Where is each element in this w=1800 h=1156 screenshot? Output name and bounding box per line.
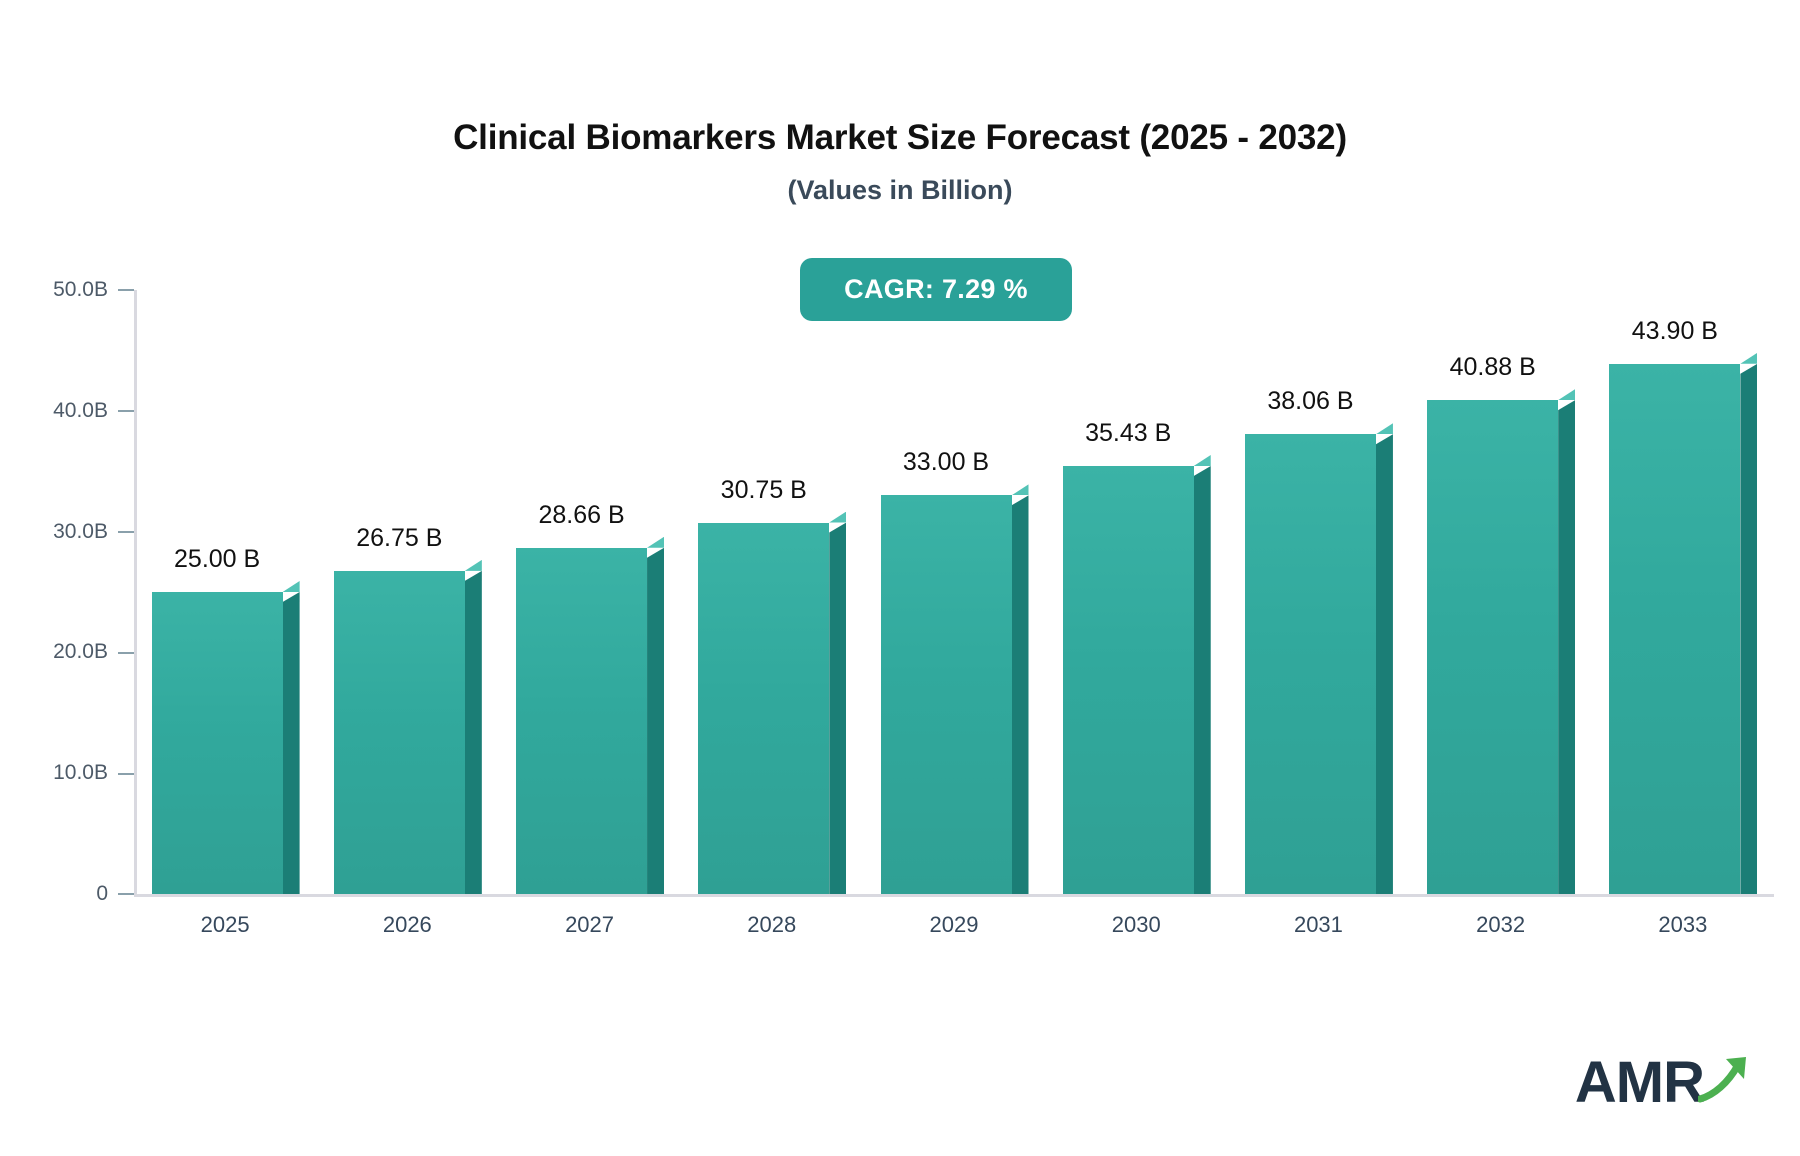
- bar-face: [1244, 434, 1376, 894]
- bar-top-highlight: [1193, 455, 1211, 467]
- page-title: Clinical Biomarkers Market Size Forecast…: [453, 118, 1347, 157]
- bar-value-label: 33.00 B: [902, 448, 990, 477]
- x-axis-tick-label: 2025: [200, 912, 250, 937]
- bar-top-highlight: [1011, 484, 1029, 496]
- bar-top-highlight: [1558, 389, 1576, 401]
- x-axis-tick-label: 2029: [929, 912, 979, 937]
- bar[interactable]: 28.66 B: [516, 501, 665, 894]
- y-axis-tick: 50.0B: [4, 278, 134, 302]
- bar[interactable]: 33.00 B: [880, 448, 1029, 894]
- x-axis-tick-label: 2032: [1476, 912, 1526, 937]
- x-axis-tick-label: 2030: [1111, 912, 1161, 937]
- x-axis-ticks: 2025 2026 2027 2028 2029 2030 2031 2032 2033: [134, 912, 1774, 952]
- y-axis-tick-dash: [118, 772, 134, 775]
- x-axis-tick-label: 2027: [565, 912, 615, 937]
- bar[interactable]: 30.75 B: [698, 476, 847, 894]
- bar[interactable]: 26.75 B: [333, 524, 482, 894]
- y-axis-tick-label: 30.0B: [53, 519, 108, 543]
- bar[interactable]: 40.88 B: [1427, 353, 1576, 894]
- y-axis-tick-label: 10.0B: [53, 761, 108, 785]
- bar-top-highlight: [1740, 352, 1758, 364]
- y-axis-tick: 0: [4, 882, 134, 906]
- y-axis-tick-label: 20.0B: [53, 640, 108, 664]
- bar-face: [1609, 363, 1741, 894]
- bar-value-label: 38.06 B: [1267, 387, 1354, 416]
- bar-side-shadow: [1375, 434, 1393, 894]
- x-axis-tick-label: 2028: [747, 912, 797, 937]
- plot-area: 50.0B 40.0B 30.0B 20.0B 10.0B 0 25.00 B 26.75 …: [53, 278, 1774, 905]
- y-axis-tick: 20.0B: [4, 640, 134, 664]
- bar-side-shadow: [282, 592, 300, 894]
- bar-side-shadow: [1740, 363, 1758, 894]
- amr-logo-text: AMR: [1574, 1050, 1705, 1115]
- y-axis-tick: 10.0B: [4, 761, 134, 785]
- x-axis-tick-label: 2033: [1658, 912, 1708, 937]
- bar-face: [880, 495, 1012, 894]
- bar-side-shadow: [1193, 466, 1211, 894]
- cagr-badge: CAGR: 7.29 %: [800, 258, 1072, 321]
- bar-face: [516, 547, 648, 894]
- bar-face: [1427, 400, 1559, 894]
- bar-side-shadow: [829, 522, 847, 894]
- bar-side-shadow: [1558, 400, 1576, 894]
- bar-side-shadow: [464, 570, 482, 894]
- bar-face: [698, 522, 830, 894]
- y-axis-tick-dash: [118, 893, 134, 896]
- x-axis-tick-label: 2031: [1293, 912, 1343, 937]
- bar[interactable]: 35.43 B: [1062, 419, 1211, 894]
- x-axis-line: [134, 894, 1774, 897]
- bar[interactable]: 38.06 B: [1244, 387, 1393, 894]
- y-axis-tick: 40.0B: [4, 399, 134, 423]
- amr-logo: AMR: [1575, 1054, 1756, 1112]
- y-axis-tick-dash: [118, 531, 134, 534]
- bar-value-label: 25.00 B: [174, 545, 261, 573]
- y-axis-line: [134, 290, 137, 894]
- bar-value-label: 35.43 B: [1085, 419, 1172, 448]
- bar-top-highlight: [647, 536, 665, 548]
- chart-subtitle: (Values in Billion): [787, 175, 1013, 205]
- bar-top-highlight: [1375, 423, 1393, 435]
- bar-value-label: 30.75 B: [720, 475, 807, 504]
- bar-side-shadow: [647, 547, 665, 894]
- bar[interactable]: 43.90 B: [1609, 317, 1758, 894]
- bar-top-highlight: [829, 511, 847, 523]
- y-axis-tick-dash: [118, 289, 134, 292]
- bar-top-highlight: [464, 559, 482, 571]
- bar-face: [333, 570, 465, 894]
- y-axis-tick-dash: [118, 651, 134, 654]
- bar-face: [151, 592, 283, 894]
- bar-value-label: 40.88 B: [1449, 353, 1536, 382]
- y-axis-tick-label: 50.0B: [53, 278, 108, 301]
- bar-series: 25.00 B 26.75 B 28.66 B 30.75 B 33.00 B 35.43…: [134, 290, 1774, 894]
- bar-value-label: 26.75 B: [356, 523, 443, 552]
- bar-value-label: 43.90 B: [1631, 316, 1718, 345]
- x-axis-tick-label: 2026: [382, 912, 432, 937]
- bar-value-label: 28.66 B: [538, 500, 625, 529]
- y-axis-tick-label: 40.0B: [53, 398, 108, 422]
- up-right-arrow-icon: [1696, 1055, 1756, 1108]
- bar-side-shadow: [1011, 495, 1029, 894]
- y-axis-tick-label: 0: [96, 882, 108, 905]
- y-axis-tick: 30.0B: [4, 520, 134, 544]
- cagr-badge-label: CAGR: 7.29 %: [844, 274, 1028, 304]
- bar-top-highlight: [282, 581, 300, 592]
- bar[interactable]: 25.00 B: [151, 545, 300, 894]
- bar-face: [1062, 466, 1194, 894]
- y-axis-tick-dash: [118, 410, 134, 413]
